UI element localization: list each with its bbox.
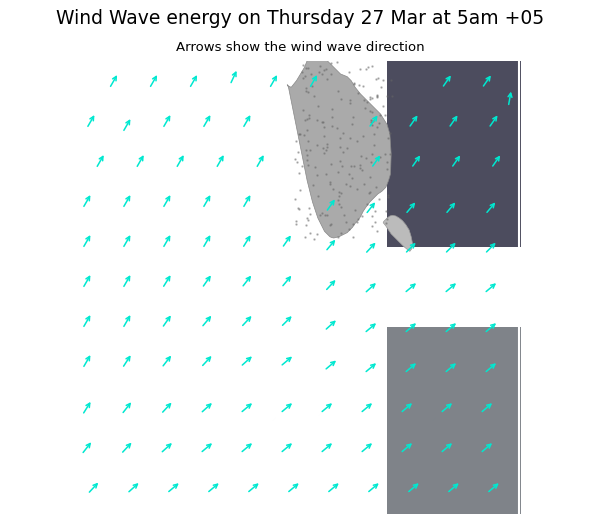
Text: Wind Wave energy on Thursday 27 Mar at 5am +05: Wind Wave energy on Thursday 27 Mar at 5… bbox=[56, 9, 545, 28]
Polygon shape bbox=[387, 61, 520, 247]
Polygon shape bbox=[287, 57, 391, 238]
Polygon shape bbox=[383, 215, 412, 251]
Text: Arrows show the wind wave direction: Arrows show the wind wave direction bbox=[176, 41, 425, 54]
Polygon shape bbox=[387, 327, 520, 514]
